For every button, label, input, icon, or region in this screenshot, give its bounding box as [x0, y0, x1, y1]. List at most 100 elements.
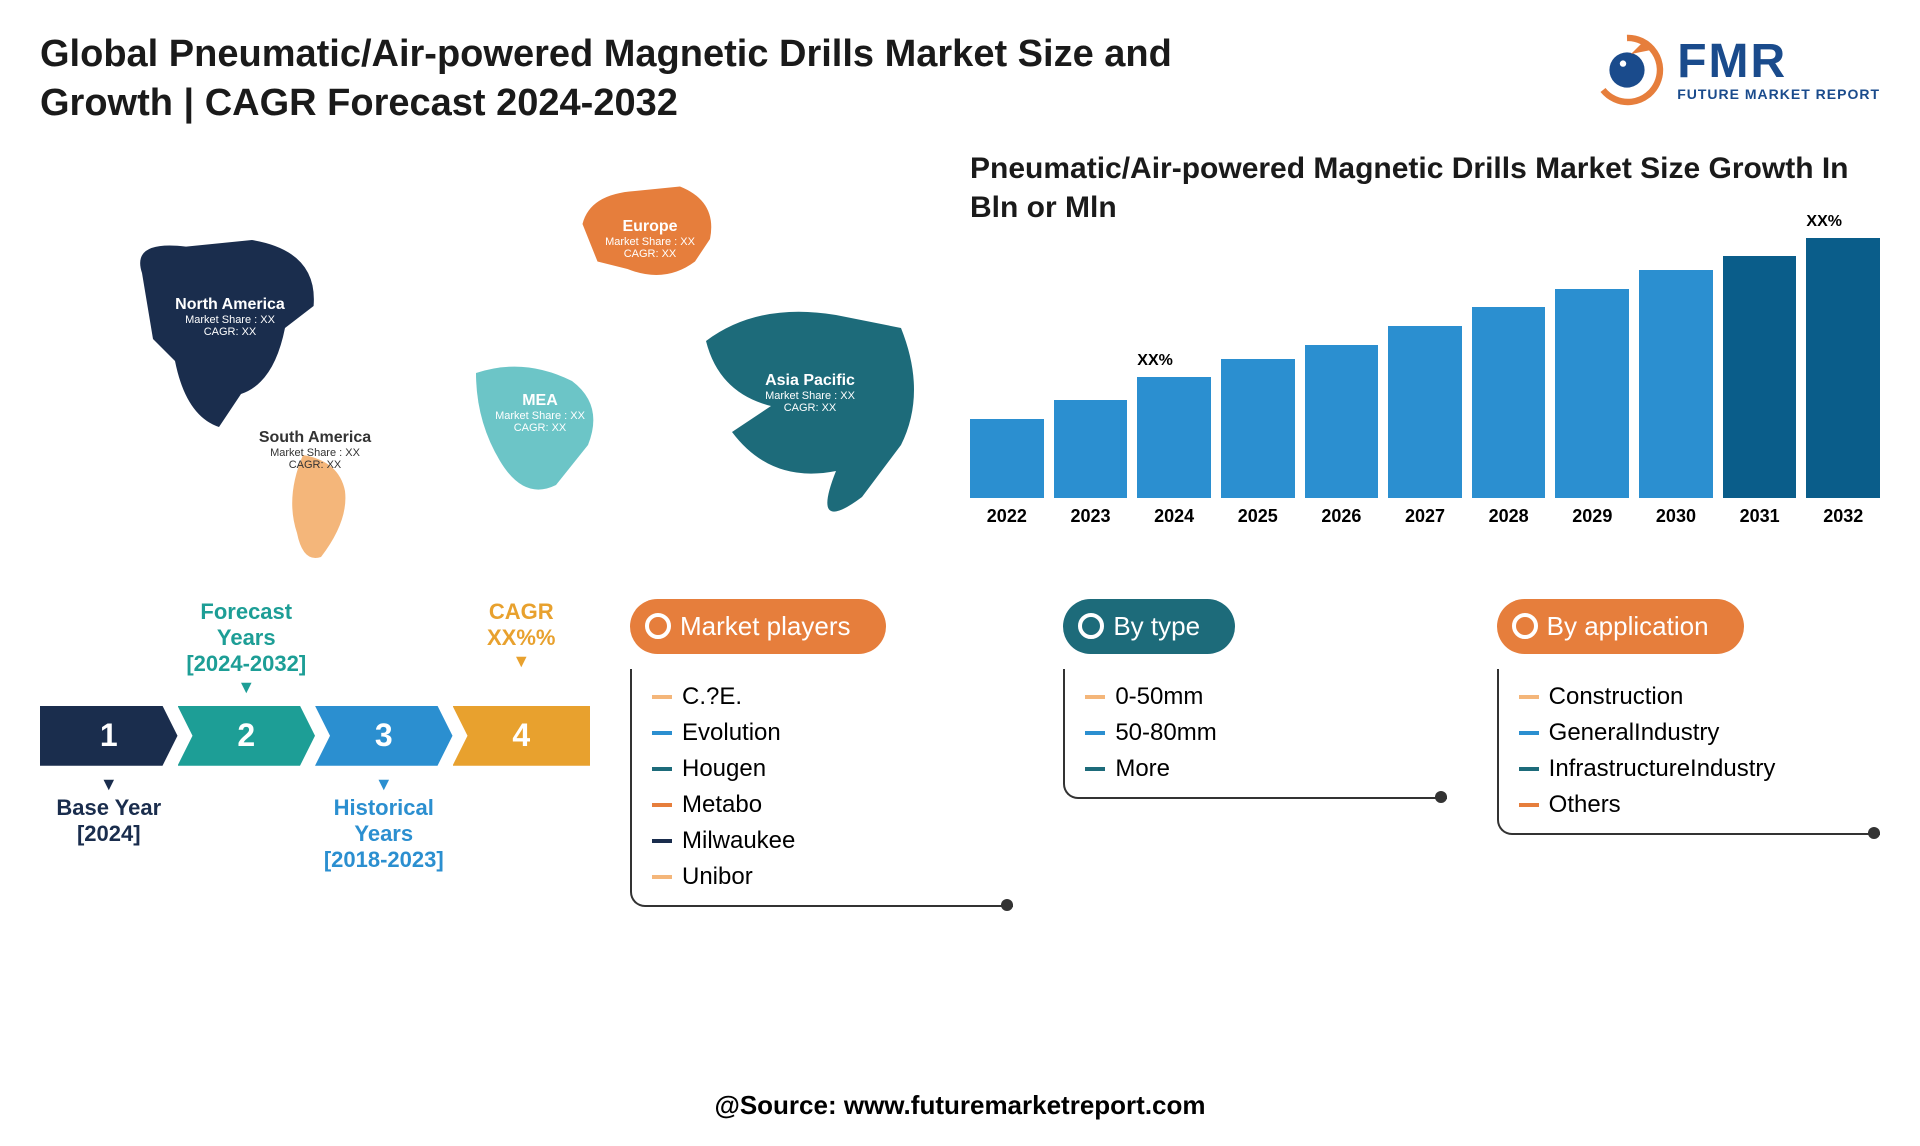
- bullet-icon: [652, 839, 672, 843]
- bar-annotation: XX%: [1806, 213, 1842, 231]
- bar-wrap: XX%2032: [1806, 238, 1880, 527]
- region-name: Asia Pacific: [740, 372, 880, 390]
- region-name: North America: [160, 296, 300, 314]
- category-item: Hougen: [652, 751, 993, 787]
- bar-year-label: 2023: [1070, 506, 1110, 527]
- bullet-icon: [652, 875, 672, 879]
- category-item: C.?E.: [652, 679, 993, 715]
- bar-wrap: XX%2024: [1137, 377, 1211, 527]
- category-header: By application: [1497, 599, 1744, 654]
- bar-year-label: 2025: [1238, 506, 1278, 527]
- category-item-label: Construction: [1549, 683, 1684, 711]
- bullet-icon: [1085, 731, 1105, 735]
- bar-wrap: 2027: [1388, 326, 1462, 527]
- arrow-down-icon: ▼: [315, 774, 453, 795]
- bar-wrap: 2031: [1723, 256, 1797, 526]
- category-item: Evolution: [652, 715, 993, 751]
- region-cagr: CAGR: XX: [470, 422, 610, 434]
- source-text: @Source: www.futuremarketreport.com: [714, 1090, 1205, 1121]
- bar: XX%: [1806, 238, 1880, 498]
- bar-wrap: 2028: [1472, 307, 1546, 526]
- bar-year-label: 2028: [1489, 506, 1529, 527]
- bar: [1555, 289, 1629, 498]
- category-item-label: 0-50mm: [1115, 683, 1203, 711]
- bar-year-label: 2024: [1154, 506, 1194, 527]
- top-row: North AmericaMarket Share : XXCAGR: XXSo…: [40, 149, 1880, 569]
- region-name: Europe: [580, 218, 720, 236]
- region-cagr: CAGR: XX: [740, 402, 880, 414]
- bar: [1305, 345, 1379, 498]
- bar: [1723, 256, 1797, 497]
- bar-wrap: 2026: [1305, 345, 1379, 527]
- arrow-down-icon: ▼: [178, 677, 316, 698]
- bar-chart-section: Pneumatic/Air-powered Magnetic Drills Ma…: [970, 149, 1880, 569]
- header: Global Pneumatic/Air-powered Magnetic Dr…: [40, 30, 1880, 129]
- category-item: Construction: [1519, 679, 1860, 715]
- map-region-na: North AmericaMarket Share : XXCAGR: XX: [80, 229, 380, 449]
- timeline: Forecast Years[2024-2032]▼CAGRXX%%▼1234▼…: [40, 599, 590, 873]
- category-item: 0-50mm: [1085, 679, 1426, 715]
- region-share: Market Share : XX: [470, 410, 610, 422]
- region-share: Market Share : XX: [245, 447, 385, 459]
- bar: [1221, 359, 1295, 498]
- region-name: South America: [245, 429, 385, 447]
- bullet-icon: [1085, 695, 1105, 699]
- category-item-label: Others: [1549, 791, 1621, 819]
- region-share: Market Share : XX: [160, 314, 300, 326]
- page-title: Global Pneumatic/Air-powered Magnetic Dr…: [40, 30, 1240, 129]
- bar-wrap: 2022: [970, 419, 1044, 527]
- bar-year-label: 2027: [1405, 506, 1445, 527]
- timeline-top-sub: XX%%: [453, 625, 591, 651]
- region-cagr: CAGR: XX: [160, 326, 300, 338]
- category-item: Others: [1519, 787, 1860, 823]
- bar: [1639, 270, 1713, 498]
- category-section: By application Construction GeneralIndustr…: [1497, 599, 1880, 907]
- region-share: Market Share : XX: [580, 236, 720, 248]
- category-item-label: Metabo: [682, 791, 762, 819]
- bullet-icon: [1519, 767, 1539, 771]
- timeline-bar: 2: [178, 706, 316, 766]
- category-item: GeneralIndustry: [1519, 715, 1860, 751]
- timeline-bar: 3: [315, 706, 453, 766]
- category-item-label: C.?E.: [682, 683, 742, 711]
- categories-row: Market players C.?E. EvolutionHougen Metabo…: [630, 599, 1880, 907]
- timeline-bar: 1: [40, 706, 178, 766]
- bar-wrap: 2030: [1639, 270, 1713, 527]
- timeline-bottom-label: Historical Years: [315, 795, 453, 847]
- bar: [1472, 307, 1546, 497]
- category-item-label: InfrastructureIndustry: [1549, 755, 1776, 783]
- map-region-ap: Asia PacificMarket Share : XXCAGR: XX: [680, 289, 940, 549]
- bar-year-label: 2029: [1572, 506, 1612, 527]
- category-item-label: GeneralIndustry: [1549, 719, 1720, 747]
- bar-year-label: 2022: [987, 506, 1027, 527]
- logo-tagline: FUTURE MARKET REPORT: [1677, 86, 1880, 102]
- timeline-bottom-sub: [2024]: [40, 821, 178, 847]
- bar-chart: 20222023XX%20242025202620272028202920302…: [970, 247, 1880, 527]
- category-item-label: Milwaukee: [682, 827, 795, 855]
- category-list: C.?E. EvolutionHougen Metabo Milwaukee Unibo…: [630, 669, 1013, 907]
- bar-year-label: 2031: [1740, 506, 1780, 527]
- timeline-top-label: CAGR: [453, 599, 591, 625]
- category-header: Market players: [630, 599, 886, 654]
- timeline-bottom-label: Base Year: [40, 795, 178, 821]
- bar-wrap: 2029: [1555, 289, 1629, 527]
- bullet-icon: [1085, 767, 1105, 771]
- bullet-icon: [652, 731, 672, 735]
- logo: FMR FUTURE MARKET REPORT: [1587, 30, 1880, 110]
- arrow-down-icon: ▼: [40, 774, 178, 795]
- region-share: Market Share : XX: [740, 390, 880, 402]
- region-cagr: CAGR: XX: [245, 459, 385, 471]
- bullet-icon: [652, 695, 672, 699]
- category-section: By type0-50mm50-80mmMore: [1063, 599, 1446, 907]
- logo-text-wrap: FMR FUTURE MARKET REPORT: [1677, 38, 1880, 102]
- region-cagr: CAGR: XX: [580, 248, 720, 260]
- bar-annotation: XX%: [1137, 352, 1173, 370]
- bullet-icon: [652, 803, 672, 807]
- bar: [1388, 326, 1462, 498]
- map-region-sa: South AmericaMarket Share : XXCAGR: XX: [240, 449, 390, 569]
- bar: [1054, 400, 1128, 498]
- bar-year-label: 2030: [1656, 506, 1696, 527]
- category-item: Unibor: [652, 859, 993, 895]
- bar: [970, 419, 1044, 498]
- bullet-icon: [1519, 731, 1539, 735]
